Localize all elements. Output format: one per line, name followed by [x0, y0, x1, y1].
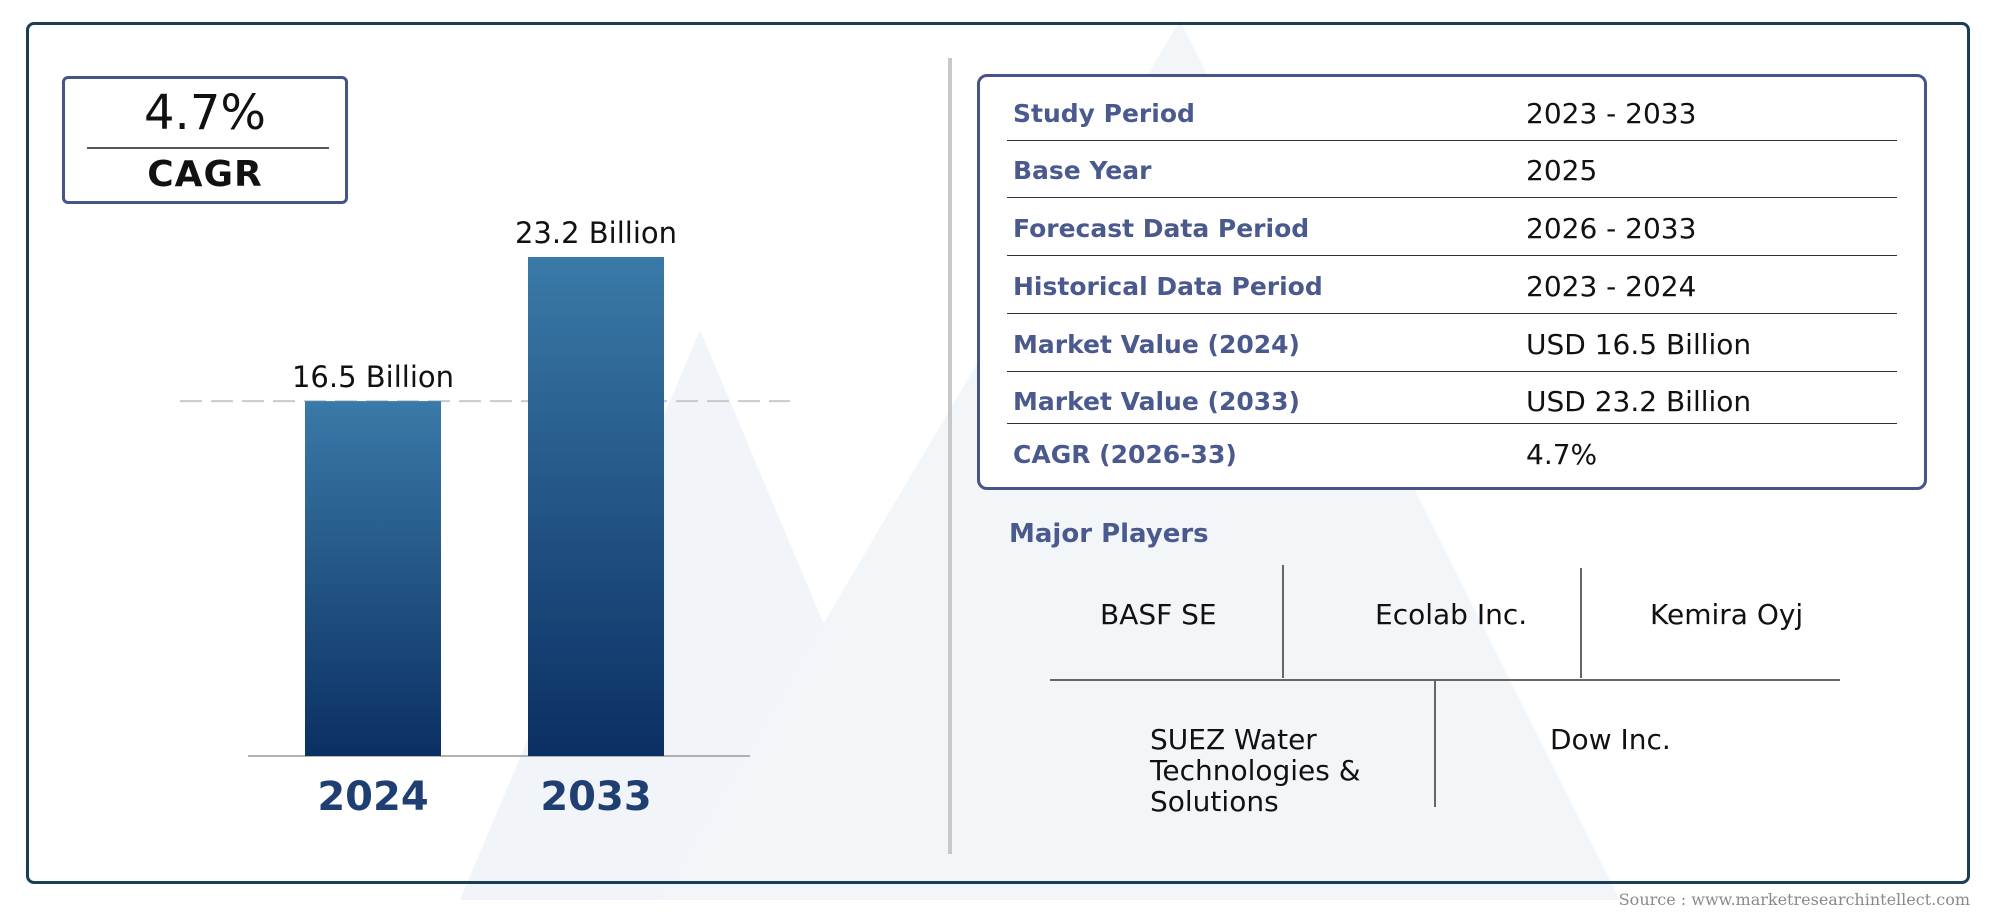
card-frame	[26, 22, 1970, 884]
bars-group: 16.5 Billion 2024 23.2 Billion 2033	[292, 216, 677, 820]
info-value: USD 23.2 Billion	[1526, 385, 1752, 418]
market-info-table: Study Period 2023 - 2033 Base Year 2025 …	[977, 74, 1927, 490]
info-row: Forecast Data Period 2026 - 2033	[1007, 198, 1897, 256]
player-name: SUEZ Water Technologies & Solutions	[1150, 723, 1361, 818]
player-name: Ecolab Inc.	[1375, 598, 1528, 631]
cagr-label: CAGR	[147, 154, 263, 195]
info-value: 2025	[1526, 154, 1598, 187]
players-divider	[1050, 679, 1840, 681]
info-row: Market Value (2024) USD 16.5 Billion	[1007, 314, 1897, 372]
info-label: Market Value (2033)	[1013, 387, 1300, 416]
bar-2033	[528, 257, 664, 756]
info-value: 2023 - 2033	[1526, 97, 1697, 130]
bar-data-label: 23.2 Billion	[515, 216, 677, 250]
info-label: Forecast Data Period	[1013, 214, 1310, 243]
info-label: CAGR (2026-33)	[1013, 440, 1237, 469]
players-divider	[1434, 680, 1436, 807]
player-name: Dow Inc.	[1550, 723, 1671, 756]
info-row: Historical Data Period 2023 - 2024	[1007, 256, 1897, 314]
cagr-value: 4.7%	[144, 85, 266, 141]
cagr-divider	[87, 147, 329, 149]
x-tick-label: 2033	[540, 774, 651, 820]
info-row: CAGR (2026-33) 4.7%	[1007, 424, 1897, 481]
major-players-title: Major Players	[1009, 519, 1209, 549]
info-label: Historical Data Period	[1013, 272, 1323, 301]
bar-2024	[305, 401, 441, 756]
source-note: Source : www.marketresearchintellect.com	[1618, 890, 1970, 909]
player-name: BASF SE	[1100, 598, 1217, 631]
bar-data-label: 16.5 Billion	[292, 360, 454, 394]
info-label: Market Value (2024)	[1013, 330, 1300, 359]
bar-chart: 16.5 Billion 2024 23.2 Billion 2033	[180, 216, 790, 820]
info-value: 2026 - 2033	[1526, 212, 1697, 245]
info-row: Study Period 2023 - 2033	[1007, 83, 1897, 141]
info-label: Study Period	[1013, 99, 1195, 128]
info-value: 4.7%	[1526, 438, 1598, 471]
info-value: USD 16.5 Billion	[1526, 328, 1752, 361]
info-row: Base Year 2025	[1007, 140, 1897, 198]
cagr-badge: 4.7% CAGR	[62, 76, 348, 204]
x-tick-label: 2024	[317, 774, 428, 820]
players-divider	[1282, 565, 1284, 678]
info-row: Market Value (2033) USD 23.2 Billion	[1007, 371, 1897, 424]
vertical-divider	[948, 58, 952, 854]
player-name: Kemira Oyj	[1650, 598, 1804, 631]
info-value: 2023 - 2024	[1526, 270, 1697, 303]
players-divider	[1580, 568, 1582, 678]
info-label: Base Year	[1013, 156, 1152, 185]
